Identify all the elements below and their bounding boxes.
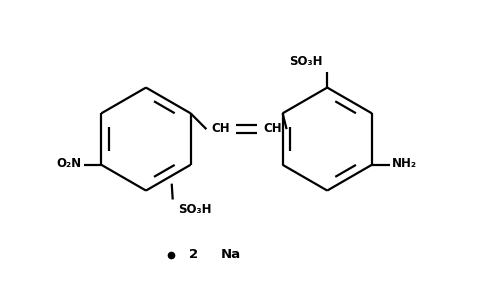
Text: CH: CH bbox=[263, 122, 282, 135]
Text: O₂N: O₂N bbox=[56, 157, 81, 170]
Text: Na: Na bbox=[220, 249, 241, 261]
Text: NH₂: NH₂ bbox=[391, 157, 417, 170]
Text: SO₃H: SO₃H bbox=[289, 55, 322, 68]
Text: SO₃H: SO₃H bbox=[177, 203, 211, 217]
Text: CH: CH bbox=[211, 122, 230, 135]
Text: 2: 2 bbox=[188, 249, 198, 261]
